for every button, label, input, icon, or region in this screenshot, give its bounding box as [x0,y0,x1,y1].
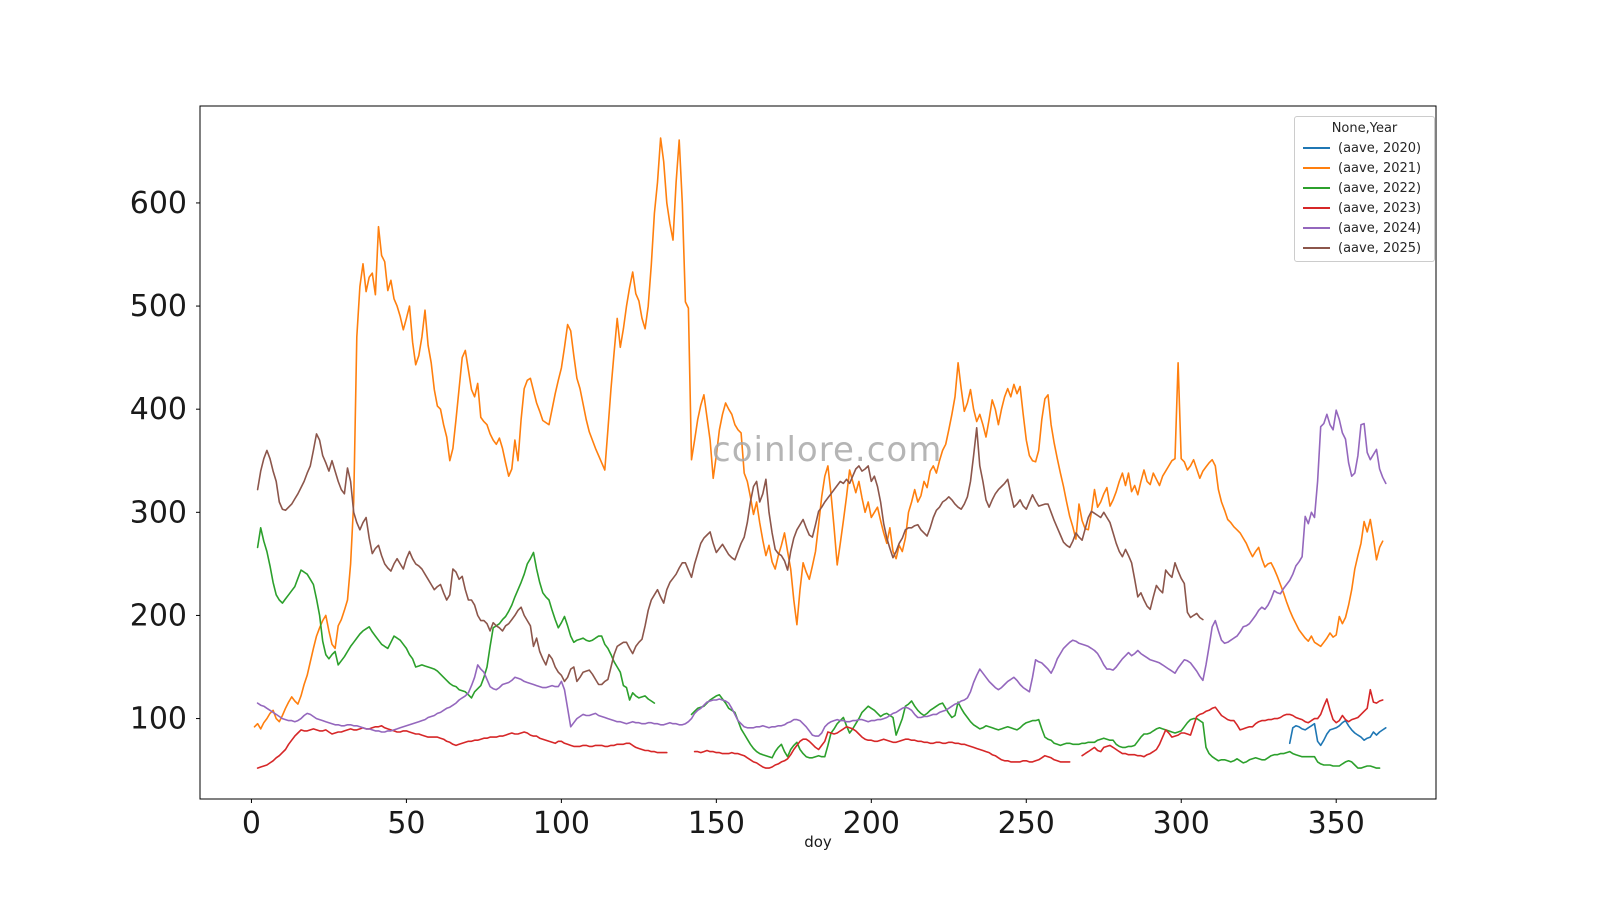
legend-line-swatch [1303,147,1330,149]
x-axis-tick-label: 250 [998,806,1055,841]
legend-line-swatch [1303,227,1330,229]
x-axis-tick-label: 350 [1308,806,1365,841]
y-axis-tick-label: 500 [130,289,187,324]
legend-item-label: (aave, 2025) [1338,240,1422,256]
legend-line-swatch [1303,187,1330,189]
legend-item-label: (aave, 2023) [1338,200,1422,216]
y-axis-tick-label: 100 [130,702,187,737]
legend-title: None,Year [1331,121,1398,136]
legend-line-swatch [1303,167,1330,169]
series-line-aave-2022 [256,527,1381,769]
series-line-aave-2023 [256,688,1384,769]
legend-item-label: (aave, 2021) [1338,160,1422,176]
x-axis-tick-label: 300 [1153,806,1210,841]
legend-item: (aave, 2024) [1301,218,1428,238]
series-line-aave-2020 [1288,719,1387,747]
legend-item: (aave, 2020) [1301,138,1428,158]
legend-item: (aave, 2023) [1301,198,1428,218]
x-axis-tick-label: 0 [242,806,261,841]
plot-border [199,105,1437,800]
legend-item-label: (aave, 2024) [1338,220,1422,236]
y-axis-tick-label: 200 [130,598,187,633]
legend-item: (aave, 2025) [1301,238,1428,258]
x-axis-tick-label: 200 [843,806,900,841]
series-line-aave-2024 [256,409,1387,737]
series-line-aave-2021 [253,137,1384,730]
x-axis-tick-label: 150 [688,806,745,841]
legend-rows: (aave, 2020) (aave, 2021) (aave, 2022) (aav… [1301,138,1428,258]
y-axis-tick-label: 600 [130,186,187,221]
watermark: coinlore.com [712,430,943,470]
y-axis-tick-label: 300 [130,495,187,530]
x-axis-tick-label: 100 [533,806,590,841]
x-axis-label: doy [804,833,832,851]
x-axis-tick-label: 50 [387,806,425,841]
legend-line-swatch [1303,247,1330,249]
legend-item-label: (aave, 2022) [1338,180,1422,196]
legend-item: (aave, 2021) [1301,158,1428,178]
legend-line-swatch [1303,207,1330,209]
legend-item: (aave, 2022) [1301,178,1428,198]
y-axis-tick-label: 400 [130,392,187,427]
legend-item-label: (aave, 2020) [1338,140,1422,156]
legend: None,Year (aave, 2020) (aave, 2021) (aave,… [1294,116,1435,262]
series-line-aave-2025 [256,427,1204,686]
